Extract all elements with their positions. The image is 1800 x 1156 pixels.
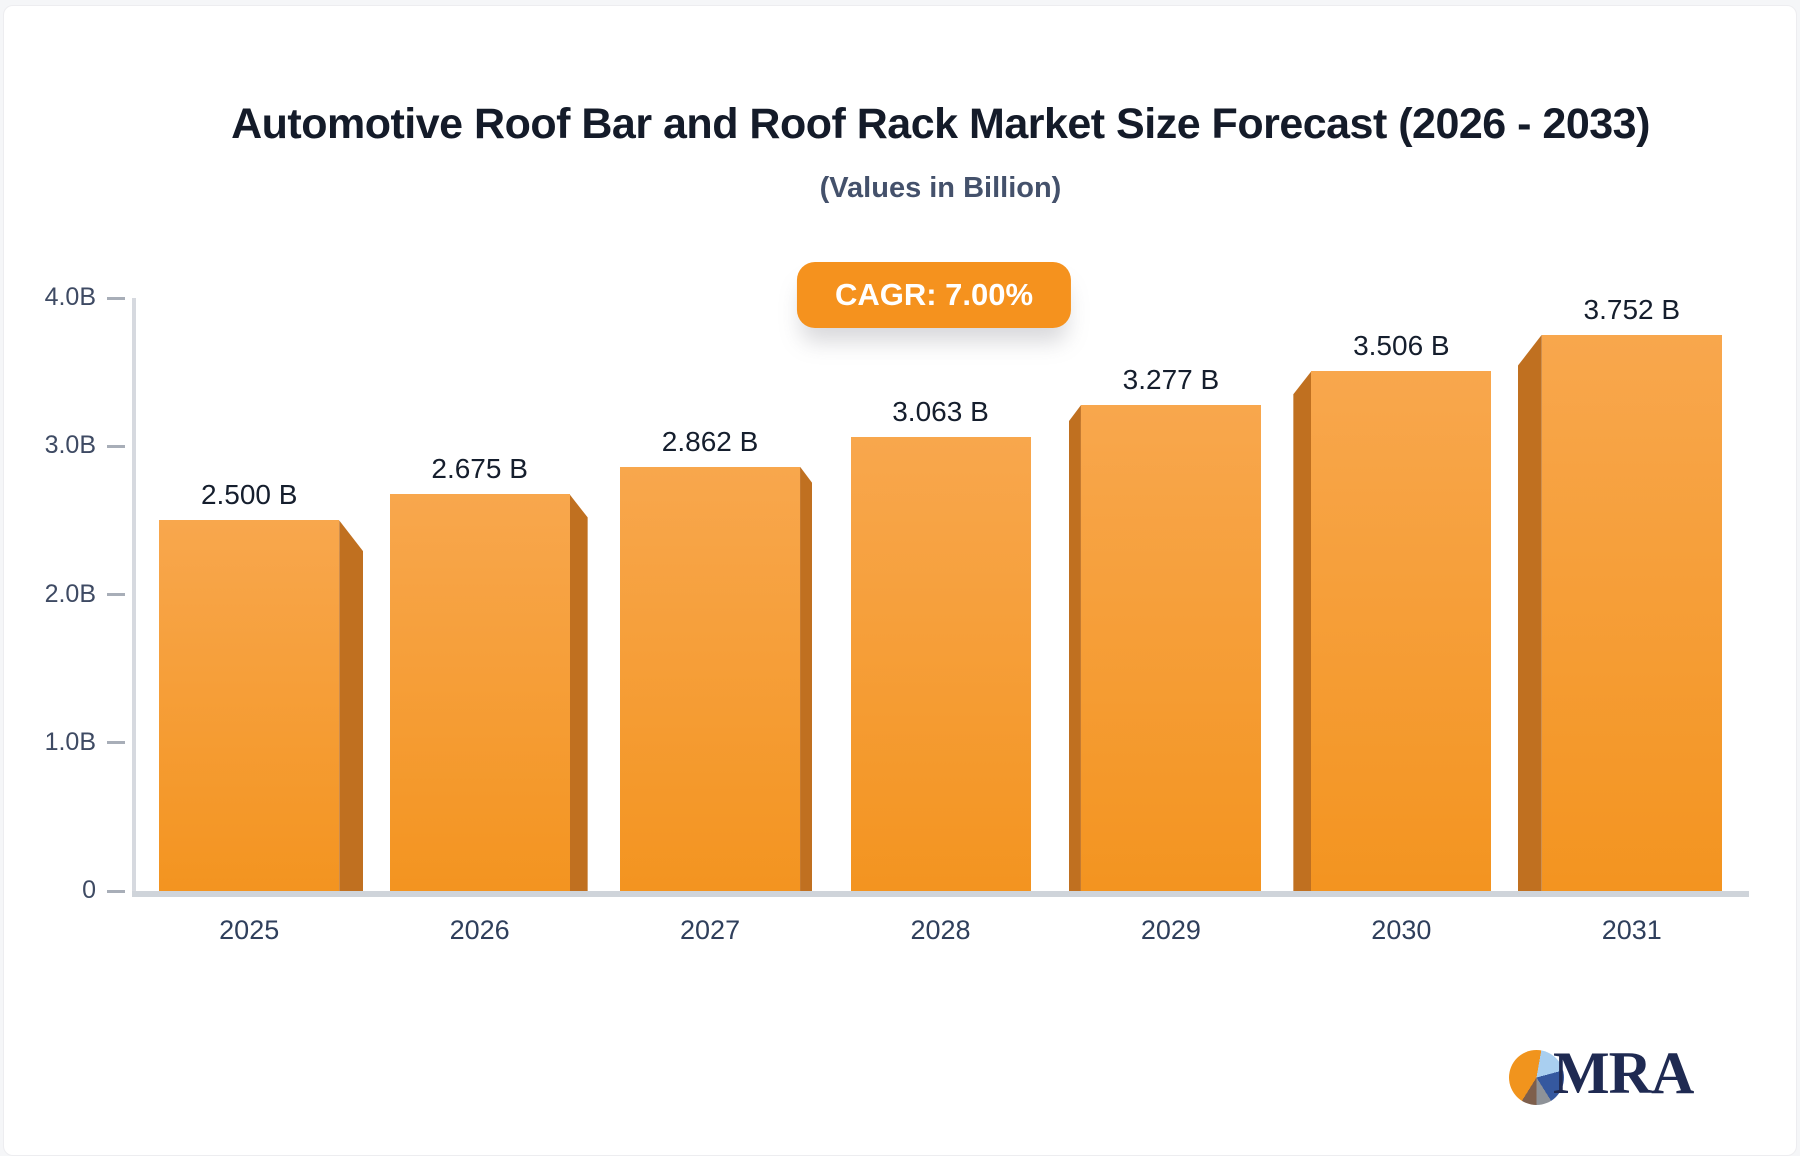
- y-tick-label: 1.0B: [44, 727, 96, 756]
- x-axis-line: [132, 891, 1749, 897]
- logo-pie-icon: [1509, 1050, 1564, 1105]
- logo-wordmark: MRA: [1553, 1040, 1694, 1106]
- bar: [850, 436, 1031, 891]
- y-axis-line: [132, 298, 136, 897]
- chart-subtitle: (Values in Billion): [819, 172, 1062, 204]
- bar: [1311, 371, 1492, 891]
- y-tick-label: 2.0B: [44, 579, 96, 608]
- bar: [1080, 405, 1261, 891]
- y-tick-label: 0: [82, 876, 96, 904]
- y-tick-dash: [107, 296, 125, 300]
- bar-value-label: 2.675 B: [431, 453, 528, 485]
- bar-value-label: 2.862 B: [661, 425, 759, 457]
- y-tick-dash: [107, 593, 125, 596]
- bar-side-3d: [569, 494, 588, 891]
- x-axis-label: 2027: [680, 915, 741, 945]
- bar: [1541, 334, 1722, 891]
- chart-title: Automotive Roof Bar and Roof Rack Market…: [231, 100, 1650, 148]
- brand-logo: MRA: [1509, 1042, 1759, 1112]
- bar-side-3d: [800, 466, 813, 891]
- x-axis-label: 2026: [449, 915, 510, 945]
- bar-side-3d: [1068, 405, 1081, 891]
- y-tick-label: 3.0B: [44, 431, 96, 460]
- y-tick-label: 4.0B: [44, 283, 96, 311]
- bar-side-3d: [1293, 371, 1312, 891]
- bar: [620, 466, 801, 891]
- bar-value-label: 2.500 B: [200, 479, 298, 511]
- bar-value-label: 3.277 B: [1122, 364, 1220, 396]
- y-tick-dash: [107, 444, 125, 448]
- x-axis-label: 2030: [1371, 915, 1432, 945]
- bar-value-label: 3.063 B: [892, 395, 989, 427]
- y-tick-dash: [107, 741, 125, 745]
- x-axis-label: 2028: [910, 915, 971, 945]
- bar-side-3d: [1517, 334, 1542, 891]
- y-tick-dash: [107, 889, 125, 893]
- bar-value-label: 3.506 B: [1353, 330, 1450, 362]
- cagr-badge: CAGR: 7.00%: [796, 262, 1072, 328]
- bar-value-label: 3.752 B: [1583, 293, 1681, 325]
- chart-card: Automotive Roof Bar and Roof Rack Market…: [3, 5, 1797, 1156]
- x-axis-label: 2031: [1601, 915, 1662, 945]
- x-axis-label: 2025: [219, 915, 280, 945]
- bar-side-3d: [339, 520, 364, 891]
- x-axis-label: 2029: [1140, 915, 1201, 945]
- bar: [389, 494, 570, 891]
- plot-area: 0 1.0B 2.0B 3.0B 4.0B 2.500 B 2025 2.675 B 2026 2…: [45, 283, 1749, 945]
- bar: [159, 520, 340, 891]
